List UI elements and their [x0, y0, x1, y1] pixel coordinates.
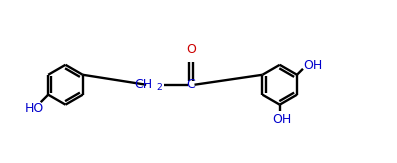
Text: OH: OH — [273, 113, 292, 126]
Text: O: O — [186, 43, 196, 56]
Text: 2: 2 — [156, 83, 162, 92]
Text: CH: CH — [134, 78, 152, 91]
Text: C: C — [187, 78, 195, 91]
Text: HO: HO — [25, 102, 44, 115]
Text: OH: OH — [303, 59, 322, 72]
